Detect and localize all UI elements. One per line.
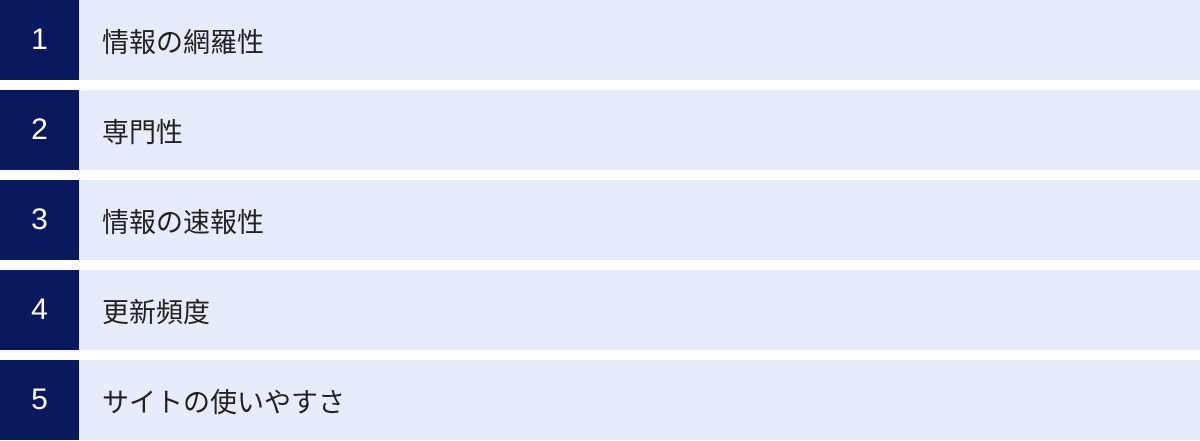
item-label: 情報の速報性 [102, 207, 264, 239]
item-number: 5 [0, 360, 79, 440]
list-item: 3 情報の速報性 [0, 180, 1200, 260]
item-number: 1 [0, 0, 79, 80]
item-label: サイトの使いやすさ [102, 387, 345, 419]
list-item: 5 サイトの使いやすさ [0, 360, 1200, 440]
item-label: 専門性 [102, 117, 183, 149]
item-label: 更新頻度 [102, 297, 210, 329]
list-item: 1 情報の網羅性 [0, 0, 1200, 80]
item-label: 情報の網羅性 [102, 27, 264, 59]
item-number: 3 [0, 180, 79, 260]
list-item: 2 専門性 [0, 90, 1200, 170]
list-item: 4 更新頻度 [0, 270, 1200, 350]
item-number: 4 [0, 270, 79, 350]
item-number: 2 [0, 90, 79, 170]
